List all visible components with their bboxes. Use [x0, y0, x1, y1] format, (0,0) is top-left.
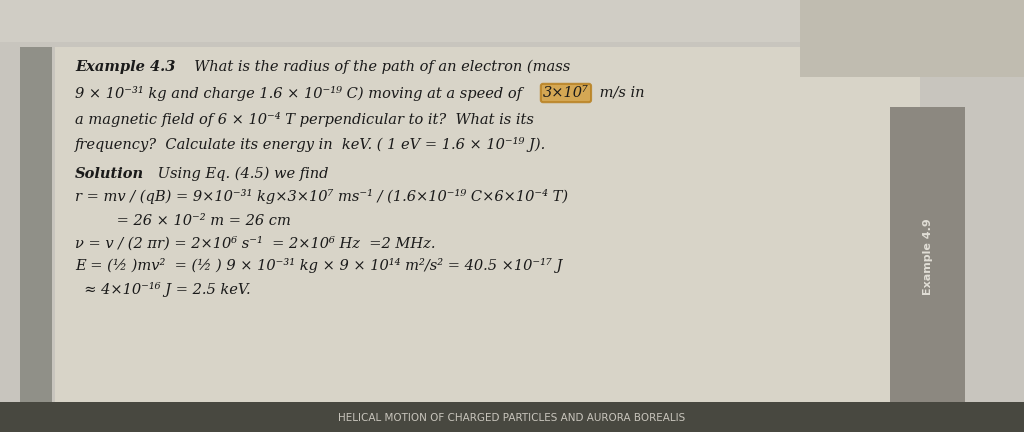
Text: Using Eq. (4.5) we find: Using Eq. (4.5) we find — [153, 167, 329, 181]
Text: m/s in: m/s in — [595, 86, 644, 100]
Bar — [890, 107, 965, 402]
Text: Example 4.9: Example 4.9 — [923, 219, 933, 295]
Bar — [20, 47, 52, 402]
Text: = 26 × 10⁻² m = 26 cm: = 26 × 10⁻² m = 26 cm — [75, 214, 291, 228]
Bar — [0, 0, 1024, 42]
Bar — [55, 47, 920, 402]
Text: What is the radius of the path of an electron (mass: What is the radius of the path of an ele… — [185, 60, 570, 74]
Text: a magnetic field of 6 × 10⁻⁴ T perpendicular to it?  What is its: a magnetic field of 6 × 10⁻⁴ T perpendic… — [75, 112, 534, 127]
Text: HELICAL MOTION OF CHARGED PARTICLES AND AURORA BOREALIS: HELICAL MOTION OF CHARGED PARTICLES AND … — [338, 413, 686, 423]
Bar — [0, 402, 1024, 432]
Text: r = mv / (qB) = 9×10⁻³¹ kg×3×10⁷ ms⁻¹ / (1.6×10⁻¹⁹ C×6×10⁻⁴ T): r = mv / (qB) = 9×10⁻³¹ kg×3×10⁷ ms⁻¹ / … — [75, 189, 568, 204]
Text: ν = v / (2 πr) = 2×10⁶ s⁻¹  = 2×10⁶ Hz  =2 MHz.: ν = v / (2 πr) = 2×10⁶ s⁻¹ = 2×10⁶ Hz =2… — [75, 236, 435, 250]
Bar — [800, 0, 1024, 77]
Text: 9 × 10⁻³¹ kg and charge 1.6 × 10⁻¹⁹ C) moving at a speed of: 9 × 10⁻³¹ kg and charge 1.6 × 10⁻¹⁹ C) m… — [75, 86, 526, 101]
Text: frequency?  Calculate its energy in  keV. ( 1 eV = 1.6 × 10⁻¹⁹ J).: frequency? Calculate its energy in keV. … — [75, 137, 546, 152]
Text: Solution: Solution — [75, 167, 144, 181]
Text: 3×10⁷: 3×10⁷ — [543, 86, 589, 100]
Text: E = (½ )mv²  = (½ ) 9 × 10⁻³¹ kg × 9 × 10¹⁴ m²/s² = 40.5 ×10⁻¹⁷ J: E = (½ )mv² = (½ ) 9 × 10⁻³¹ kg × 9 × 10… — [75, 258, 562, 273]
Text: Example 4.3: Example 4.3 — [75, 60, 175, 74]
Text: ≈ 4×10⁻¹⁶ J = 2.5 keV.: ≈ 4×10⁻¹⁶ J = 2.5 keV. — [75, 282, 251, 297]
